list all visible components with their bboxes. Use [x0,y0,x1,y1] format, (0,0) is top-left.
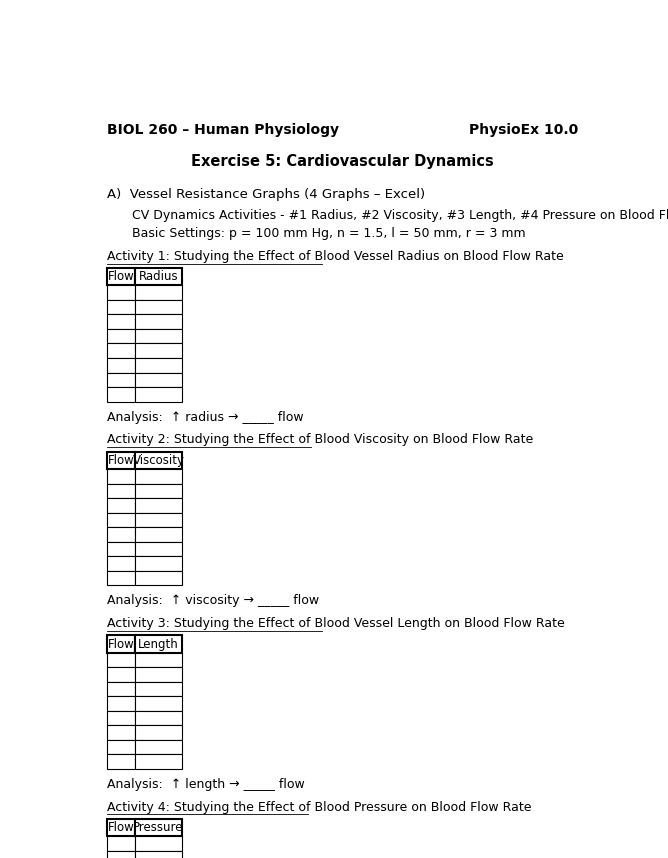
Bar [136,696,182,710]
Text: Pressure: Pressure [134,821,184,834]
Bar [136,469,182,484]
Bar [107,710,136,725]
Bar [136,314,182,329]
Bar [136,571,182,585]
Bar [107,668,136,682]
Bar [136,299,182,314]
Text: Basic Settings: p = 100 mm Hg, n = 1.5, l = 50 mm, r = 3 mm: Basic Settings: p = 100 mm Hg, n = 1.5, … [132,227,525,240]
Bar [136,286,182,299]
Bar [107,299,136,314]
Bar [136,527,182,541]
Text: Flow: Flow [108,454,134,467]
Bar [136,498,182,512]
Bar [136,653,182,668]
Bar [136,484,182,498]
Bar [136,754,182,769]
Bar [107,387,136,402]
Bar [107,498,136,512]
Text: Analysis:  ↑ length → _____ flow: Analysis: ↑ length → _____ flow [107,778,305,791]
Bar [136,343,182,358]
Bar [136,819,182,837]
Bar [107,358,136,372]
Bar [136,269,182,286]
Bar [107,512,136,527]
Bar [107,653,136,668]
Bar [107,740,136,754]
Text: A)  Vessel Resistance Graphs (4 Graphs – Excel): A) Vessel Resistance Graphs (4 Graphs – … [107,188,425,201]
Bar [107,469,136,484]
Bar [107,452,136,469]
Text: Viscosity: Viscosity [132,454,184,467]
Bar [107,269,136,286]
Bar [136,358,182,372]
Bar [107,343,136,358]
Bar [136,541,182,556]
Bar [107,851,136,858]
Bar [136,556,182,571]
Bar [107,725,136,740]
Bar [107,286,136,299]
Bar [136,710,182,725]
Bar [107,696,136,710]
Text: BIOL 260 – Human Physiology: BIOL 260 – Human Physiology [107,123,339,136]
Text: Activity 4: Studying the Effect of Blood Pressure on Blood Flow Rate: Activity 4: Studying the Effect of Blood… [107,801,531,813]
Bar [107,372,136,387]
Bar [107,682,136,696]
Text: Flow: Flow [108,637,134,650]
Bar [136,837,182,851]
Text: Activity 1: Studying the Effect of Blood Vessel Radius on Blood Flow Rate: Activity 1: Studying the Effect of Blood… [107,250,564,263]
Text: Flow: Flow [108,821,134,834]
Text: Flow: Flow [108,270,134,283]
Text: Length: Length [138,637,179,650]
Bar [107,819,136,837]
Bar [107,556,136,571]
Bar [107,484,136,498]
Text: CV Dynamics Activities - #1 Radius, #2 Viscosity, #3 Length, #4 Pressure on Bloo: CV Dynamics Activities - #1 Radius, #2 V… [132,208,668,221]
Bar [136,851,182,858]
Bar [136,725,182,740]
Text: PhysioEx 10.0: PhysioEx 10.0 [469,123,578,136]
Bar [136,636,182,653]
Bar [136,372,182,387]
Bar [136,740,182,754]
Text: Radius: Radius [139,270,178,283]
Bar [107,571,136,585]
Bar [107,636,136,653]
Bar [136,668,182,682]
Bar [136,682,182,696]
Text: Activity 2: Studying the Effect of Blood Viscosity on Blood Flow Rate: Activity 2: Studying the Effect of Blood… [107,433,533,446]
Bar [107,754,136,769]
Bar [107,527,136,541]
Bar [136,387,182,402]
Bar [136,452,182,469]
Text: Analysis:  ↑ viscosity → _____ flow: Analysis: ↑ viscosity → _____ flow [107,595,319,607]
Text: Activity 3: Studying the Effect of Blood Vessel Length on Blood Flow Rate: Activity 3: Studying the Effect of Blood… [107,617,564,630]
Bar [107,314,136,329]
Text: Analysis:  ↑ radius → _____ flow: Analysis: ↑ radius → _____ flow [107,411,303,424]
Bar [136,329,182,343]
Bar [107,329,136,343]
Text: Exercise 5: Cardiovascular Dynamics: Exercise 5: Cardiovascular Dynamics [191,154,494,170]
Bar [107,837,136,851]
Bar [136,512,182,527]
Bar [107,541,136,556]
